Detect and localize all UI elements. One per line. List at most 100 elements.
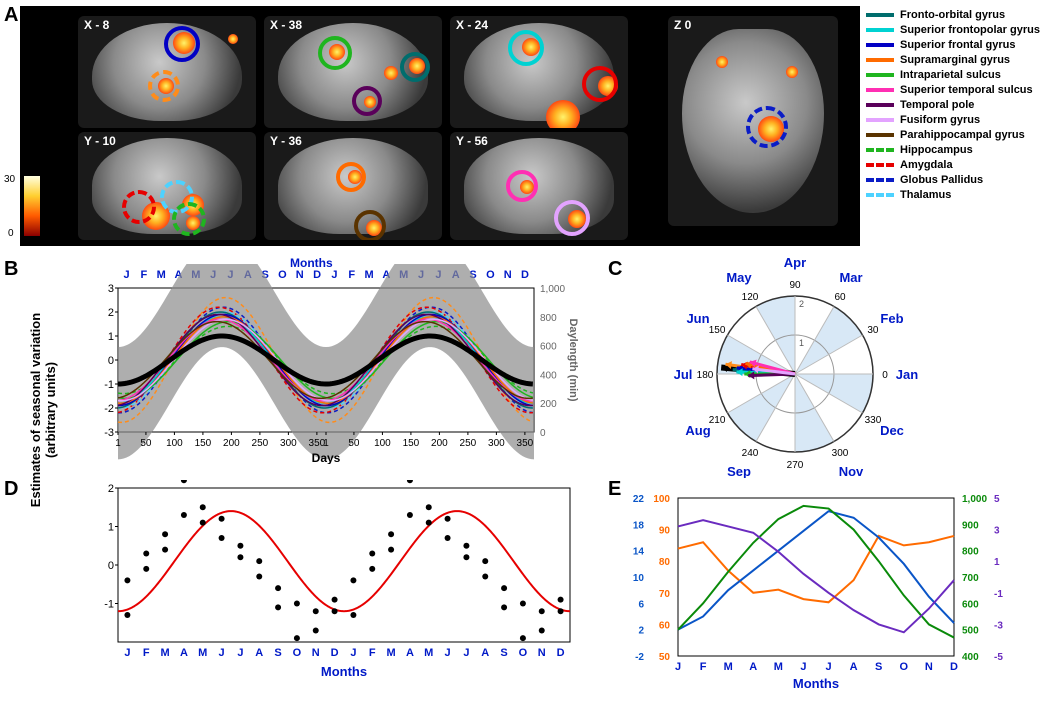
svg-text:2: 2 <box>799 299 804 309</box>
legend-row: Globus Pallidus <box>866 174 1044 186</box>
svg-text:150: 150 <box>709 325 726 336</box>
svg-text:-3: -3 <box>104 427 114 439</box>
svg-text:M: M <box>157 269 166 281</box>
svg-text:J: J <box>825 661 831 673</box>
svg-text:O: O <box>900 661 909 673</box>
brain-slice: Z 0 <box>668 16 838 226</box>
svg-text:70: 70 <box>659 589 671 600</box>
svg-text:22: 22 <box>633 494 645 505</box>
svg-text:A: A <box>255 647 263 659</box>
svg-text:S: S <box>875 661 882 673</box>
svg-text:Sep: Sep <box>727 464 751 478</box>
svg-text:5: 5 <box>994 494 1000 505</box>
svg-text:A: A <box>481 647 489 659</box>
svg-text:1,000: 1,000 <box>540 284 565 295</box>
svg-text:Months: Months <box>321 664 367 679</box>
svg-text:F: F <box>143 647 150 659</box>
svg-text:1: 1 <box>108 522 114 534</box>
svg-text:Months: Months <box>793 676 839 690</box>
legend-row: Thalamus <box>866 189 1044 201</box>
legend-row: Supramarginal gyrus <box>866 54 1044 66</box>
svg-text:N: N <box>538 647 546 659</box>
svg-text:A: A <box>180 647 188 659</box>
svg-text:60: 60 <box>659 620 671 631</box>
legend-row: Superior temporal sulcus <box>866 84 1044 96</box>
svg-text:J: J <box>237 647 243 659</box>
svg-text:D: D <box>950 661 958 673</box>
svg-text:A: A <box>850 661 858 673</box>
svg-text:1: 1 <box>799 338 804 348</box>
svg-text:A: A <box>406 647 414 659</box>
svg-text:300: 300 <box>280 438 297 449</box>
svg-text:Jan: Jan <box>896 367 918 382</box>
panelB-chart: JFMAMJJASONDJFMAMJJASOND-3-2-10123020040… <box>80 264 580 464</box>
svg-text:1: 1 <box>108 331 114 343</box>
svg-text:D: D <box>521 269 529 281</box>
panelA-brain-container: X - 8X - 38X - 24Z 0Y - 10Y - 36Y - 56 <box>20 6 860 246</box>
svg-text:400: 400 <box>540 370 557 381</box>
svg-text:180: 180 <box>697 370 714 381</box>
svg-text:-5: -5 <box>994 652 1003 663</box>
svg-text:1,000: 1,000 <box>962 494 987 505</box>
svg-text:Daylength (min): Daylength (min) <box>567 318 579 401</box>
svg-text:500: 500 <box>962 626 979 637</box>
legend-row: Fusiform gyrus <box>866 114 1044 126</box>
svg-text:M: M <box>198 647 207 659</box>
svg-text:50: 50 <box>140 438 152 449</box>
svg-text:2: 2 <box>108 483 114 495</box>
legend-row: Intraparietal sulcus <box>866 69 1044 81</box>
svg-text:350: 350 <box>517 438 534 449</box>
svg-text:200: 200 <box>540 399 557 410</box>
svg-text:M: M <box>774 661 783 673</box>
svg-text:0: 0 <box>882 370 888 381</box>
svg-text:N: N <box>925 661 933 673</box>
legend-row: Temporal pole <box>866 99 1044 111</box>
svg-text:100: 100 <box>166 438 183 449</box>
svg-text:J: J <box>219 647 225 659</box>
svg-text:400: 400 <box>962 652 979 663</box>
svg-text:Jun: Jun <box>686 311 709 326</box>
svg-text:D: D <box>313 269 321 281</box>
svg-text:M: M <box>386 647 395 659</box>
legend-row: Hippocampus <box>866 144 1044 156</box>
svg-text:Apr: Apr <box>784 258 806 270</box>
svg-text:M: M <box>160 647 169 659</box>
colorbar <box>24 176 40 236</box>
svg-text:0: 0 <box>108 560 114 572</box>
svg-text:150: 150 <box>403 438 420 449</box>
svg-text:-1: -1 <box>994 589 1003 600</box>
legend-row: Superior frontopolar gyrus <box>866 24 1044 36</box>
brain-slice: Y - 10 <box>78 132 256 240</box>
svg-text:3: 3 <box>108 283 114 295</box>
svg-text:M: M <box>424 647 433 659</box>
panelC-polar: 120306090120150180210240270300330JanFebM… <box>620 258 970 478</box>
svg-text:N: N <box>296 269 304 281</box>
svg-text:-2: -2 <box>635 652 644 663</box>
svg-text:200: 200 <box>223 438 240 449</box>
panel-label-A: A <box>4 4 18 27</box>
svg-text:Days: Days <box>312 451 341 464</box>
svg-text:0: 0 <box>108 355 114 367</box>
svg-text:-1: -1 <box>104 379 114 391</box>
svg-text:18: 18 <box>633 520 645 531</box>
svg-text:O: O <box>486 269 495 281</box>
svg-text:150: 150 <box>195 438 212 449</box>
brain-slice: X - 38 <box>264 16 442 128</box>
svg-text:J: J <box>123 269 129 281</box>
svg-text:200: 200 <box>431 438 448 449</box>
svg-text:J: J <box>445 647 451 659</box>
svg-text:600: 600 <box>540 342 557 353</box>
legend-row: Superior frontal gyrus <box>866 39 1044 51</box>
svg-text:100: 100 <box>653 494 670 505</box>
svg-text:D: D <box>557 647 565 659</box>
svg-text:-1: -1 <box>104 599 114 611</box>
svg-text:300: 300 <box>488 438 505 449</box>
svg-text:May: May <box>726 270 752 285</box>
svg-text:J: J <box>675 661 681 673</box>
svg-text:F: F <box>348 269 355 281</box>
brain-slice: X - 8 <box>78 16 256 128</box>
svg-text:Feb: Feb <box>880 311 903 326</box>
svg-text:-2: -2 <box>104 403 114 415</box>
svg-text:1: 1 <box>115 438 121 449</box>
svg-text:2: 2 <box>108 307 114 319</box>
